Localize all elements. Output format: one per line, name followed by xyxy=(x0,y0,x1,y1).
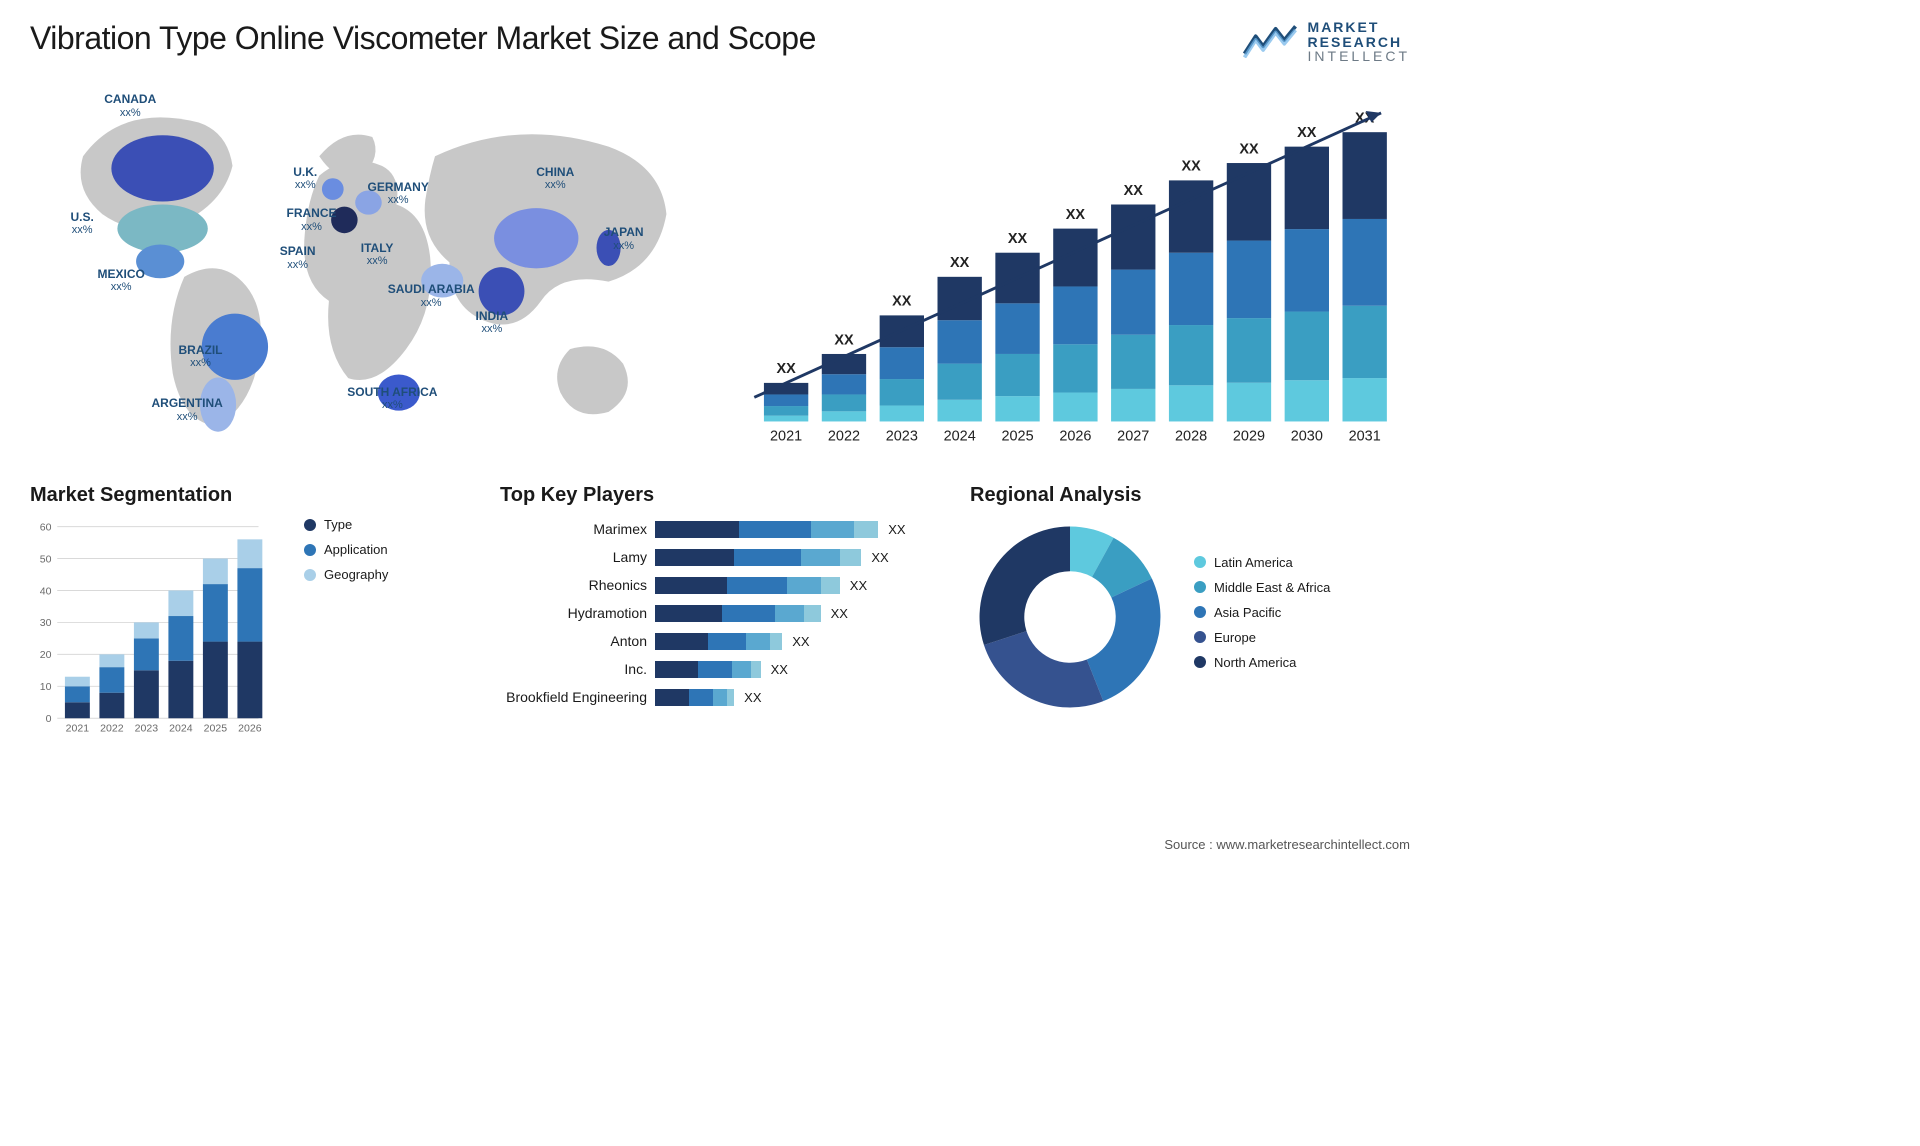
map-label-germany: GERMANYxx% xyxy=(368,181,429,206)
map-label-u-k-: U.K.xx% xyxy=(293,166,317,191)
map-label-south-africa: SOUTH AFRICAxx% xyxy=(347,386,437,411)
map-label-italy: ITALYxx% xyxy=(361,242,394,267)
player-label: Anton xyxy=(500,633,655,649)
player-label: Hydramotion xyxy=(500,605,655,621)
svg-text:2027: 2027 xyxy=(1117,429,1149,445)
svg-text:0: 0 xyxy=(46,713,52,725)
brand-logo: MARKET RESEARCH INTELLECT xyxy=(1242,20,1410,64)
player-label: Brookfield Engineering xyxy=(500,689,655,705)
segmentation-title: Market Segmentation xyxy=(30,484,470,507)
svg-text:60: 60 xyxy=(40,521,52,533)
map-label-spain: SPAINxx% xyxy=(280,245,316,270)
regional-legend: Latin America Middle East & Africa Asia Pa… xyxy=(1194,555,1330,680)
player-label: Rheonics xyxy=(500,577,655,593)
svg-text:2029: 2029 xyxy=(1233,429,1265,445)
segmentation-panel: Market Segmentation 0 10 20 30 40 50 60 2021 202… xyxy=(30,484,470,784)
page-title: Vibration Type Online Viscometer Market … xyxy=(30,20,816,57)
logo-line3: INTELLECT xyxy=(1308,49,1410,64)
map-label-france: FRANCExx% xyxy=(287,207,337,232)
svg-text:20: 20 xyxy=(40,649,52,661)
players-chart: MarimexXX LamyXX RheonicsXX HydramotionXX An… xyxy=(500,517,940,709)
svg-text:2026: 2026 xyxy=(1059,429,1091,445)
source-caption: Source : www.marketresearchintellect.com xyxy=(1164,837,1410,852)
svg-text:50: 50 xyxy=(40,553,52,565)
player-row-brookfield-engineering: Brookfield EngineeringXX xyxy=(500,685,940,709)
map-label-saudi-arabia: SAUDI ARABIAxx% xyxy=(388,283,475,308)
svg-text:2024: 2024 xyxy=(944,429,976,445)
map-label-argentina: ARGENTINAxx% xyxy=(152,397,223,422)
region-legend-middle-east-africa: Middle East & Africa xyxy=(1194,580,1330,595)
regional-title: Regional Analysis xyxy=(970,484,1410,507)
world-map-panel: CANADAxx% U.S.xx% MEXICOxx% BRAZILxx% ARGENT… xyxy=(30,82,705,462)
player-row-inc-: Inc.XX xyxy=(500,657,940,681)
svg-text:XX: XX xyxy=(834,332,854,348)
svg-text:2026: 2026 xyxy=(238,723,262,735)
regional-panel: Regional Analysis Latin America Middle Ea… xyxy=(970,484,1410,784)
svg-text:10: 10 xyxy=(40,681,52,693)
svg-text:2022: 2022 xyxy=(828,429,860,445)
region-legend-north-america: North America xyxy=(1194,655,1330,670)
svg-text:XX: XX xyxy=(1124,183,1144,199)
logo-mark-icon xyxy=(1242,22,1298,63)
player-row-marimex: MarimexXX xyxy=(500,517,940,541)
region-legend-latin-america: Latin America xyxy=(1194,555,1330,570)
regional-donut-chart xyxy=(970,517,1170,717)
player-label: Marimex xyxy=(500,521,655,537)
map-label-china: CHINAxx% xyxy=(536,166,574,191)
logo-line1: MARKET xyxy=(1308,20,1410,35)
svg-text:2025: 2025 xyxy=(204,723,228,735)
svg-text:2031: 2031 xyxy=(1349,429,1381,445)
svg-text:2028: 2028 xyxy=(1175,429,1207,445)
svg-text:2023: 2023 xyxy=(135,723,159,735)
seg-legend-geography: Geography xyxy=(304,567,388,582)
svg-text:XX: XX xyxy=(776,361,796,377)
region-legend-asia-pacific: Asia Pacific xyxy=(1194,605,1330,620)
map-label-brazil: BRAZILxx% xyxy=(179,344,223,369)
segmentation-chart: 0 10 20 30 40 50 60 2021 2022 2023 2024 2025 2026 xyxy=(30,517,280,747)
player-row-hydramotion: HydramotionXX xyxy=(500,601,940,625)
map-label-india: INDIAxx% xyxy=(476,310,509,335)
svg-text:XX: XX xyxy=(1239,141,1259,157)
svg-text:30: 30 xyxy=(40,617,52,629)
player-label: Inc. xyxy=(500,661,655,677)
players-title: Top Key Players xyxy=(500,484,940,507)
svg-text:2021: 2021 xyxy=(770,429,802,445)
map-label-u-s-: U.S.xx% xyxy=(71,211,94,236)
map-label-canada: CANADAxx% xyxy=(104,93,156,118)
growth-bar-chart: 2021 XX 2022 XX 2023 XX 2024 XX 2025 XX 2026 XX 2027… xyxy=(735,82,1410,462)
svg-text:XX: XX xyxy=(1008,231,1028,247)
seg-legend-application: Application xyxy=(304,542,388,557)
map-label-mexico: MEXICOxx% xyxy=(98,268,145,293)
seg-legend-type: Type xyxy=(304,517,388,532)
svg-text:2022: 2022 xyxy=(100,723,124,735)
player-row-lamy: LamyXX xyxy=(500,545,940,569)
svg-text:2024: 2024 xyxy=(169,723,193,735)
svg-text:XX: XX xyxy=(892,294,912,310)
svg-text:40: 40 xyxy=(40,585,52,597)
svg-text:2025: 2025 xyxy=(1001,429,1033,445)
player-row-anton: AntonXX xyxy=(500,629,940,653)
players-panel: Top Key Players MarimexXX LamyXX RheonicsX… xyxy=(500,484,940,784)
svg-text:2023: 2023 xyxy=(886,429,918,445)
map-label-japan: JAPANxx% xyxy=(604,226,644,251)
segmentation-legend: Type Application Geography xyxy=(304,517,388,592)
svg-text:XX: XX xyxy=(1181,159,1201,175)
logo-line2: RESEARCH xyxy=(1308,35,1410,50)
player-row-rheonics: RheonicsXX xyxy=(500,573,940,597)
player-label: Lamy xyxy=(500,549,655,565)
svg-text:XX: XX xyxy=(950,255,970,271)
region-legend-europe: Europe xyxy=(1194,630,1330,645)
svg-text:2021: 2021 xyxy=(66,723,90,735)
svg-text:XX: XX xyxy=(1066,207,1086,223)
svg-text:2030: 2030 xyxy=(1291,429,1323,445)
svg-text:XX: XX xyxy=(1297,125,1317,141)
